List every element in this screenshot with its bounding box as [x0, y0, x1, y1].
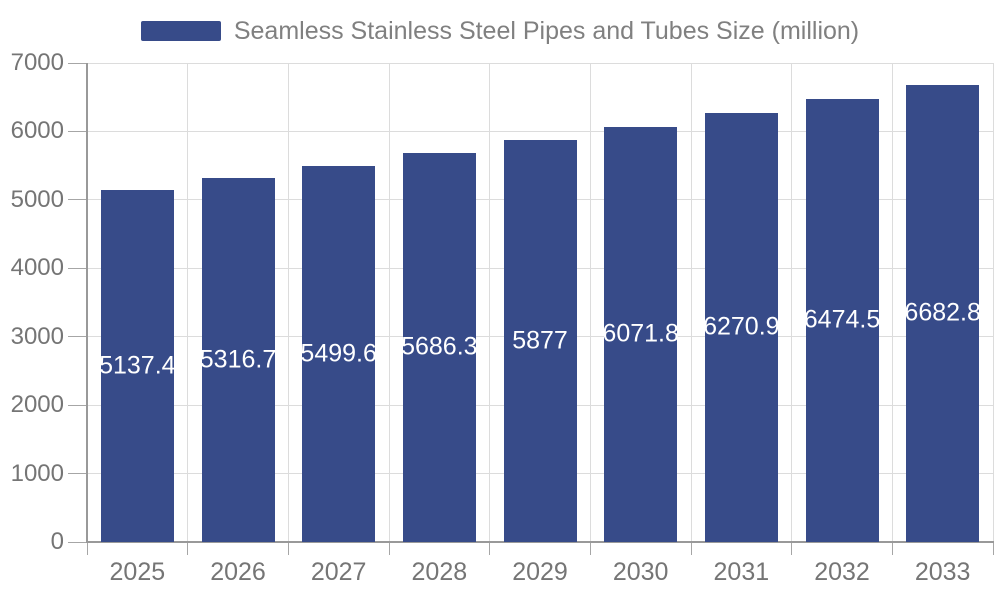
- gridline-vertical: [589, 63, 591, 542]
- legend-label: Seamless Stainless Steel Pipes and Tubes…: [233, 16, 860, 45]
- bar-2033[interactable]: [906, 84, 980, 542]
- bar-value-label: 6270.9: [703, 312, 780, 341]
- x-axis-tick: [489, 542, 491, 555]
- gridline-vertical: [791, 63, 793, 542]
- bar-value-label: 6071.8: [602, 319, 679, 348]
- y-axis-tick-label: 3000: [10, 322, 64, 350]
- x-axis-tick-label: 2032: [814, 558, 870, 586]
- y-axis-tick: [68, 199, 87, 201]
- y-axis-tick: [68, 130, 87, 132]
- y-axis-tick-label: 4000: [10, 254, 64, 282]
- x-axis-tick: [187, 542, 189, 555]
- x-axis-tick-label: 2026: [210, 558, 266, 586]
- x-axis-tick: [86, 542, 88, 555]
- gridline-vertical: [187, 63, 189, 542]
- x-axis-tick-label: 2027: [310, 558, 367, 586]
- y-axis-tick-label: 6000: [10, 117, 64, 145]
- y-axis-tick: [68, 404, 87, 406]
- x-axis-tick: [388, 542, 390, 555]
- legend-swatch-icon: [140, 21, 221, 41]
- gridline-horizontal: [87, 62, 993, 64]
- y-axis-tick: [68, 62, 87, 64]
- x-axis-tick-label: 2025: [109, 558, 166, 586]
- bar-value-label: 5137.4: [99, 351, 176, 380]
- bar-2025[interactable]: [100, 190, 174, 542]
- x-axis-tick: [791, 542, 793, 555]
- y-axis-tick-label: 2000: [10, 391, 64, 419]
- gridline-vertical: [992, 63, 994, 542]
- chart-legend-item[interactable]: Seamless Stainless Steel Pipes and Tubes…: [0, 17, 1000, 45]
- y-axis-tick: [68, 267, 87, 269]
- x-axis-tick: [992, 542, 994, 555]
- x-axis-tick: [589, 542, 591, 555]
- y-axis-tick-label: 7000: [10, 49, 64, 76]
- x-axis-tick: [891, 542, 893, 555]
- gridline-vertical: [690, 63, 692, 542]
- bar-value-label: 6682.8: [904, 298, 981, 327]
- bar-2028[interactable]: [402, 152, 476, 542]
- bar-2026[interactable]: [201, 178, 275, 542]
- y-axis-tick: [68, 473, 87, 475]
- y-axis-tick: [68, 541, 87, 543]
- bar-value-label: 6474.5: [803, 305, 881, 334]
- bar-2029[interactable]: [503, 139, 577, 542]
- x-axis-tick-label: 2030: [612, 558, 669, 586]
- bar-value-label: 5316.7: [199, 345, 277, 374]
- y-axis-tick-label: 1000: [10, 459, 64, 487]
- x-axis-tick-label: 2031: [713, 558, 770, 586]
- bar-2030[interactable]: [604, 126, 678, 542]
- gridline-horizontal: [87, 130, 993, 132]
- y-axis-line: [86, 63, 88, 542]
- bar-2031[interactable]: [704, 112, 778, 542]
- x-axis-line: [86, 541, 994, 543]
- x-axis-tick: [287, 542, 289, 555]
- y-axis-tick-label: 5000: [10, 185, 64, 213]
- gridline-vertical: [489, 63, 491, 542]
- gridline-vertical: [388, 63, 390, 542]
- y-axis-tick: [68, 336, 87, 338]
- bar-value-label: 5877: [512, 326, 568, 355]
- x-axis-tick: [690, 542, 692, 555]
- bar-2032[interactable]: [805, 98, 879, 542]
- bar-value-label: 5686.3: [401, 332, 478, 361]
- bar-2027[interactable]: [302, 165, 376, 542]
- x-axis-tick-label: 2033: [914, 558, 971, 586]
- x-axis-tick-label: 2028: [411, 558, 468, 586]
- x-axis-tick-label: 2029: [512, 558, 568, 586]
- gridline-vertical: [287, 63, 289, 542]
- bar-value-label: 5499.6: [300, 339, 377, 368]
- gridline-vertical: [891, 63, 893, 542]
- y-axis-tick-label: 0: [50, 528, 64, 555]
